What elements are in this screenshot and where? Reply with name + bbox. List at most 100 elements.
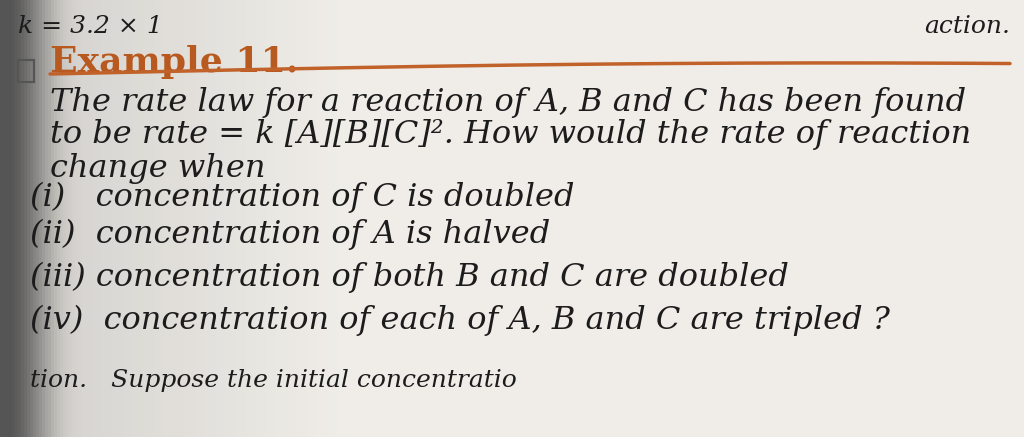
Bar xyxy=(0,0,72,437)
Bar xyxy=(0,0,75,437)
Bar xyxy=(0,0,78,437)
Bar xyxy=(113,0,123,437)
Bar xyxy=(123,0,133,437)
Bar xyxy=(932,0,942,437)
Bar xyxy=(338,0,348,437)
Bar xyxy=(256,0,266,437)
Bar xyxy=(0,0,39,437)
Bar xyxy=(0,0,36,437)
Bar xyxy=(768,0,778,437)
Bar xyxy=(891,0,901,437)
Bar xyxy=(717,0,727,437)
Bar xyxy=(287,0,297,437)
Bar xyxy=(819,0,829,437)
Bar xyxy=(389,0,399,437)
Bar xyxy=(10,0,20,437)
Bar xyxy=(0,0,3,437)
Bar xyxy=(399,0,410,437)
Bar xyxy=(317,0,328,437)
Bar xyxy=(707,0,717,437)
Bar xyxy=(0,0,84,437)
Bar xyxy=(860,0,870,437)
Text: to be rate = k [A][B][C]². How would the rate of reaction: to be rate = k [A][B][C]². How would the… xyxy=(50,119,971,150)
Text: The rate law for a reaction of A, B and C has been found: The rate law for a reaction of A, B and … xyxy=(50,87,966,118)
Bar xyxy=(0,0,51,437)
Bar xyxy=(963,0,973,437)
Bar xyxy=(0,0,45,437)
Bar xyxy=(993,0,1004,437)
Bar xyxy=(952,0,963,437)
Bar xyxy=(246,0,256,437)
Bar xyxy=(788,0,799,437)
Bar xyxy=(154,0,164,437)
Bar xyxy=(0,0,87,437)
Text: (ii)  concentration of A is halved: (ii) concentration of A is halved xyxy=(30,219,550,250)
Bar xyxy=(584,0,594,437)
Bar xyxy=(0,0,24,437)
Bar xyxy=(0,0,27,437)
Bar xyxy=(881,0,891,437)
Bar xyxy=(0,0,9,437)
Text: change when: change when xyxy=(50,153,265,184)
Bar xyxy=(471,0,481,437)
Bar xyxy=(430,0,440,437)
Bar xyxy=(440,0,451,437)
Bar xyxy=(676,0,686,437)
Bar xyxy=(686,0,696,437)
Bar xyxy=(573,0,584,437)
Bar xyxy=(778,0,788,437)
Bar xyxy=(18,60,34,82)
Bar xyxy=(1014,0,1024,437)
Bar xyxy=(522,0,532,437)
Bar xyxy=(563,0,573,437)
Text: tion.   Suppose the initial concentratio: tion. Suppose the initial concentratio xyxy=(30,369,517,392)
Bar xyxy=(809,0,819,437)
Bar xyxy=(922,0,932,437)
Bar xyxy=(0,0,63,437)
Bar xyxy=(0,0,60,437)
Bar xyxy=(184,0,195,437)
Bar xyxy=(41,0,51,437)
Bar xyxy=(0,0,18,437)
Text: (i)   concentration of C is doubled: (i) concentration of C is doubled xyxy=(30,182,574,213)
Bar xyxy=(553,0,563,437)
Bar xyxy=(492,0,502,437)
Bar xyxy=(850,0,860,437)
Bar xyxy=(543,0,553,437)
Bar xyxy=(911,0,922,437)
Bar xyxy=(614,0,625,437)
Bar xyxy=(696,0,707,437)
Bar xyxy=(143,0,154,437)
Bar xyxy=(0,0,30,437)
Bar xyxy=(481,0,492,437)
Bar xyxy=(0,0,66,437)
Bar xyxy=(973,0,983,437)
Bar xyxy=(348,0,358,437)
Bar xyxy=(307,0,317,437)
Bar xyxy=(758,0,768,437)
Bar xyxy=(61,0,72,437)
Bar xyxy=(379,0,389,437)
Bar xyxy=(225,0,236,437)
Text: (iv)  concentration of each of A, B and C are tripled ?: (iv) concentration of each of A, B and C… xyxy=(30,305,890,336)
Bar xyxy=(0,0,33,437)
Text: (iii) concentration of both B and C are doubled: (iii) concentration of both B and C are … xyxy=(30,262,788,293)
Bar xyxy=(870,0,881,437)
Bar xyxy=(840,0,850,437)
Bar xyxy=(1004,0,1014,437)
Bar xyxy=(0,0,48,437)
Bar xyxy=(0,0,81,437)
Bar xyxy=(502,0,512,437)
Bar xyxy=(51,0,61,437)
Bar xyxy=(594,0,604,437)
Bar xyxy=(72,0,82,437)
Bar xyxy=(266,0,276,437)
Text: Example 11.: Example 11. xyxy=(50,45,298,79)
Bar xyxy=(215,0,225,437)
Bar xyxy=(512,0,522,437)
Bar xyxy=(737,0,748,437)
Bar xyxy=(0,0,69,437)
Bar xyxy=(748,0,758,437)
Bar xyxy=(102,0,113,437)
Bar xyxy=(236,0,246,437)
